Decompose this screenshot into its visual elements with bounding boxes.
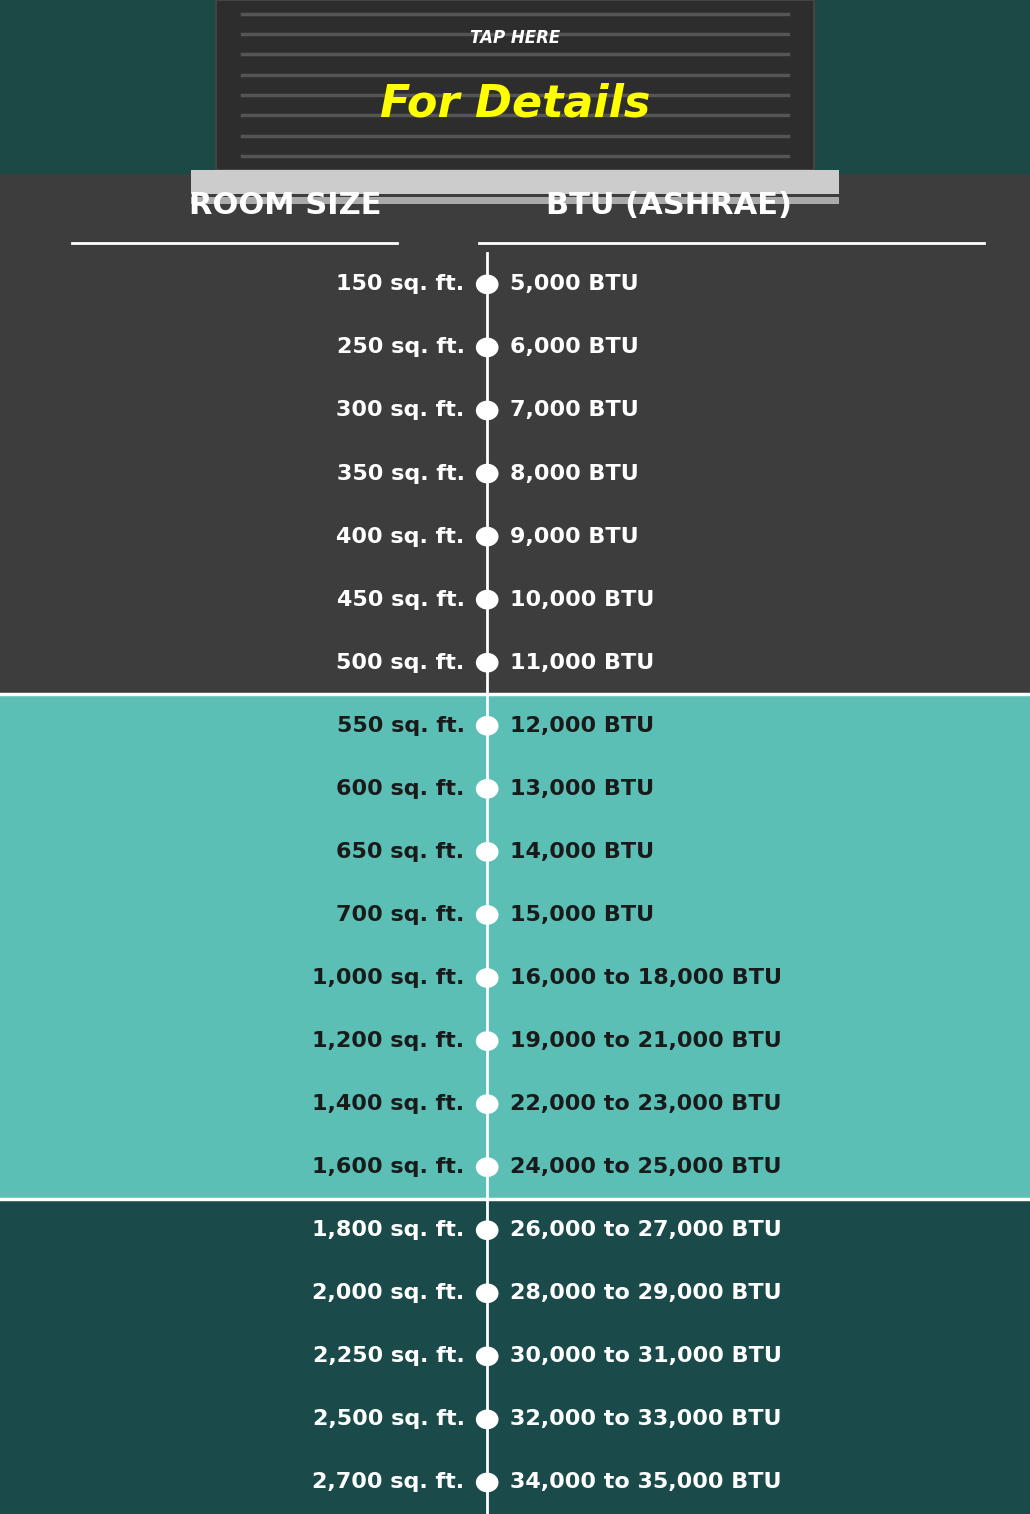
Bar	[0, 1199, 1030, 1514]
Text: 34,000 to 35,000 BTU: 34,000 to 35,000 BTU	[510, 1473, 782, 1493]
Text: TAP HERE: TAP HERE	[470, 29, 560, 47]
Text: 700 sq. ft.: 700 sq. ft.	[336, 905, 465, 925]
Text: 2,250 sq. ft.: 2,250 sq. ft.	[313, 1346, 465, 1366]
Text: 500 sq. ft.: 500 sq. ft.	[336, 653, 465, 672]
Text: ROOM SIZE: ROOM SIZE	[188, 191, 381, 221]
Text: 600 sq. ft.: 600 sq. ft.	[336, 778, 465, 799]
Text: 400 sq. ft.: 400 sq. ft.	[336, 527, 465, 547]
Text: 2,000 sq. ft.: 2,000 sq. ft.	[312, 1284, 465, 1304]
Text: 650 sq. ft.: 650 sq. ft.	[337, 842, 465, 861]
Ellipse shape	[476, 1157, 499, 1176]
Text: 13,000 BTU: 13,000 BTU	[510, 778, 654, 799]
Text: For Details: For Details	[380, 83, 650, 126]
Bar	[191, 170, 839, 194]
Text: 9,000 BTU: 9,000 BTU	[510, 527, 639, 547]
Text: 1,000 sq. ft.: 1,000 sq. ft.	[312, 967, 465, 989]
Text: 7,000 BTU: 7,000 BTU	[510, 401, 639, 421]
Bar	[191, 197, 839, 204]
Text: 22,000 to 23,000 BTU: 22,000 to 23,000 BTU	[510, 1095, 782, 1114]
Text: 450 sq. ft.: 450 sq. ft.	[337, 589, 465, 610]
Text: 2,500 sq. ft.: 2,500 sq. ft.	[312, 1410, 465, 1429]
Text: 350 sq. ft.: 350 sq. ft.	[337, 463, 465, 483]
Text: 15,000 BTU: 15,000 BTU	[510, 905, 654, 925]
Ellipse shape	[476, 1284, 499, 1304]
Ellipse shape	[476, 716, 499, 736]
Text: 16,000 to 18,000 BTU: 16,000 to 18,000 BTU	[510, 967, 782, 989]
Bar	[0, 695, 1030, 1199]
Text: 26,000 to 27,000 BTU: 26,000 to 27,000 BTU	[510, 1220, 782, 1240]
Text: 28,000 to 29,000 BTU: 28,000 to 29,000 BTU	[510, 1284, 782, 1304]
Ellipse shape	[476, 274, 499, 294]
Ellipse shape	[476, 1410, 499, 1429]
Text: 1,200 sq. ft.: 1,200 sq. ft.	[312, 1031, 465, 1051]
Text: 5,000 BTU: 5,000 BTU	[510, 274, 639, 294]
Text: 32,000 to 33,000 BTU: 32,000 to 33,000 BTU	[510, 1410, 782, 1429]
Ellipse shape	[476, 1473, 499, 1493]
Ellipse shape	[476, 780, 499, 799]
Text: 6,000 BTU: 6,000 BTU	[510, 338, 639, 357]
Text: 2,700 sq. ft.: 2,700 sq. ft.	[312, 1473, 465, 1493]
Ellipse shape	[476, 401, 499, 421]
Text: 12,000 BTU: 12,000 BTU	[510, 716, 654, 736]
Text: 8,000 BTU: 8,000 BTU	[510, 463, 639, 483]
Bar	[0, 174, 1030, 253]
Text: 24,000 to 25,000 BTU: 24,000 to 25,000 BTU	[510, 1157, 782, 1178]
Bar	[216, 0, 814, 170]
Ellipse shape	[476, 338, 499, 357]
Ellipse shape	[476, 1346, 499, 1366]
Text: 1,600 sq. ft.: 1,600 sq. ft.	[312, 1157, 465, 1178]
Bar	[0, 253, 1030, 695]
Text: 10,000 BTU: 10,000 BTU	[510, 589, 654, 610]
Text: 1,800 sq. ft.: 1,800 sq. ft.	[312, 1220, 465, 1240]
Ellipse shape	[476, 653, 499, 672]
Ellipse shape	[476, 905, 499, 925]
Ellipse shape	[476, 590, 499, 610]
Text: BTU (ASHRAE): BTU (ASHRAE)	[546, 191, 792, 221]
Text: 150 sq. ft.: 150 sq. ft.	[337, 274, 465, 294]
Ellipse shape	[476, 1031, 499, 1051]
Bar	[0, 0, 1030, 174]
Text: 550 sq. ft.: 550 sq. ft.	[337, 716, 465, 736]
Text: 19,000 to 21,000 BTU: 19,000 to 21,000 BTU	[510, 1031, 782, 1051]
Text: 250 sq. ft.: 250 sq. ft.	[337, 338, 465, 357]
Text: 30,000 to 31,000 BTU: 30,000 to 31,000 BTU	[510, 1346, 782, 1366]
Text: 1,400 sq. ft.: 1,400 sq. ft.	[312, 1095, 465, 1114]
Text: 11,000 BTU: 11,000 BTU	[510, 653, 654, 672]
Ellipse shape	[476, 842, 499, 861]
Ellipse shape	[476, 527, 499, 547]
Text: 14,000 BTU: 14,000 BTU	[510, 842, 654, 861]
Text: 300 sq. ft.: 300 sq. ft.	[336, 401, 465, 421]
Ellipse shape	[476, 1095, 499, 1114]
Ellipse shape	[476, 1220, 499, 1240]
Ellipse shape	[476, 967, 499, 987]
Ellipse shape	[476, 463, 499, 483]
